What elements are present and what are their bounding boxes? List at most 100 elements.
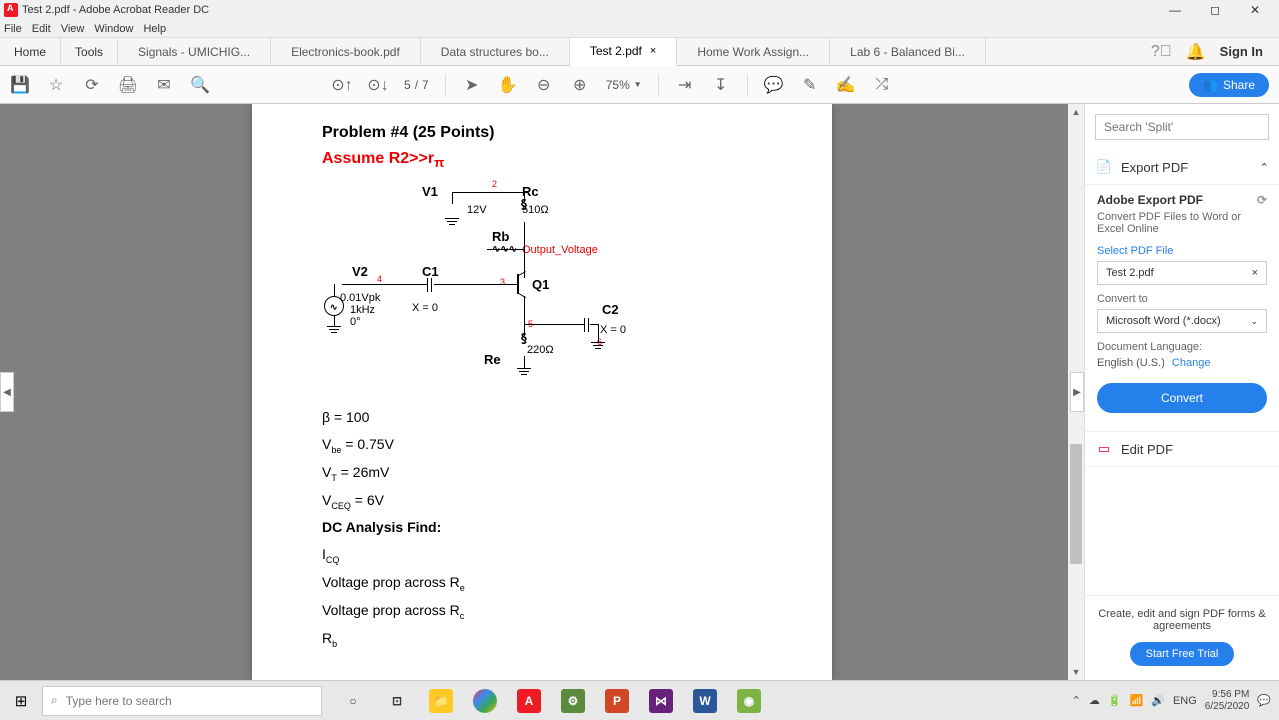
share-button[interactable]: 👥 Share [1189, 73, 1269, 97]
volume-icon[interactable]: 🔊 [1151, 694, 1165, 707]
prev-page-arrow[interactable]: ◀ [0, 372, 14, 412]
zoom-out-icon[interactable]: ⊖ [534, 75, 554, 95]
convert-target-select[interactable]: Microsoft Word (*.docx) ⌄ [1097, 309, 1267, 333]
doc-tab-3[interactable]: Test 2.pdf× [570, 38, 677, 66]
edit-pdf-icon: ▭ [1095, 440, 1113, 458]
toolbar: 💾 ☆ ⟳ 🖨 ✉ 🔍 ⊙↑ ⊙↓ 5 / 7 ➤ ✋ ⊖ ⊕ 75% ▼ ⇥ … [0, 66, 1279, 104]
menu-file[interactable]: File [4, 23, 22, 35]
print-icon[interactable]: 🖨 [118, 75, 138, 95]
edit-pdf-header[interactable]: ▭ Edit PDF [1085, 431, 1279, 467]
wifi-icon[interactable]: 📶 [1130, 694, 1144, 707]
minimize-button[interactable]: — [1155, 0, 1195, 20]
clear-file-icon[interactable]: × [1252, 267, 1258, 279]
fit-width-icon[interactable]: ⇥ [675, 75, 695, 95]
doc-tab-4[interactable]: Home Work Assign... [677, 38, 830, 65]
taskview-icon[interactable]: ⊡ [376, 681, 418, 720]
explorer-icon[interactable]: 📁 [420, 681, 462, 720]
onedrive-icon[interactable]: ☁ [1089, 694, 1100, 707]
chevron-up-icon: ⌃ [1260, 161, 1269, 174]
app-icon-2[interactable]: ◉ [728, 681, 770, 720]
selected-file-field[interactable]: Test 2.pdf × [1097, 261, 1267, 285]
highlight-icon[interactable]: ✎ [800, 75, 820, 95]
promo-section: Create, edit and sign PDF forms & agreem… [1085, 595, 1279, 680]
scroll-thumb[interactable] [1070, 444, 1082, 564]
word-icon[interactable]: W [684, 681, 726, 720]
battery-icon[interactable]: 🔋 [1108, 694, 1122, 707]
doc-tab-0[interactable]: Signals - UMICHIG... [118, 38, 271, 65]
vs-icon[interactable]: ⋈ [640, 681, 682, 720]
chrome-icon[interactable] [464, 681, 506, 720]
zoom-in-icon[interactable]: ⊕ [570, 75, 590, 95]
lang-indicator[interactable]: ENG [1173, 695, 1197, 707]
tools-search-input[interactable] [1095, 114, 1269, 140]
app-icon-1[interactable]: ⚙ [552, 681, 594, 720]
scroll-up-icon[interactable]: ▲ [1068, 104, 1084, 120]
lbl-c2-val: X = 0 [600, 324, 626, 336]
pdf-page: Problem #4 (25 Points) Assume R2>>rπ V1 … [252, 104, 832, 680]
change-lang-link[interactable]: Change [1172, 357, 1211, 369]
param-vre: Voltage prop across Re [322, 569, 762, 597]
comment-icon[interactable]: 💬 [764, 75, 784, 95]
acrobat-icon[interactable]: A [508, 681, 550, 720]
pointer-icon[interactable]: ➤ [462, 75, 482, 95]
mail-icon[interactable]: ✉ [154, 75, 174, 95]
powerpoint-icon[interactable]: P [596, 681, 638, 720]
menu-window[interactable]: Window [94, 23, 133, 35]
cortana-icon[interactable]: ○ [332, 681, 374, 720]
start-trial-button[interactable]: Start Free Trial [1130, 642, 1235, 666]
close-button[interactable]: ✕ [1235, 0, 1275, 20]
search-icon: ⌕ [51, 693, 58, 708]
param-vt: VT = 26mV [322, 459, 762, 487]
help-icon[interactable]: ?⃝ [1151, 43, 1172, 61]
lbl-v2: V2 [352, 264, 368, 279]
param-beta: β = 100 [322, 404, 762, 431]
menu-help[interactable]: Help [143, 23, 166, 35]
refresh-icon[interactable]: ⟳ [1257, 193, 1267, 207]
search-icon[interactable]: 🔍 [190, 75, 210, 95]
tray-chevron-icon[interactable]: ⌃ [1072, 694, 1081, 707]
save-icon[interactable]: 💾 [10, 75, 30, 95]
lbl-v1-val: 12V [467, 204, 487, 216]
notifications-icon[interactable]: 💬 [1257, 694, 1271, 707]
export-pdf-icon: 📄 [1095, 158, 1113, 176]
param-rb: Rb [322, 625, 762, 653]
bell-icon[interactable]: 🔔 [1186, 42, 1206, 62]
taskbar-search[interactable]: ⌕ Type here to search [42, 686, 322, 716]
doc-tab-2[interactable]: Data structures bo... [421, 38, 570, 65]
more-tools-icon[interactable]: ⤮ [872, 75, 892, 95]
maximize-button[interactable]: ◻ [1195, 0, 1235, 20]
doc-tab-1[interactable]: Electronics-book.pdf [271, 38, 421, 65]
lbl-c2: C2 [602, 302, 619, 317]
document-viewport[interactable]: ◀ ▶ Problem #4 (25 Points) Assume R2>>rπ… [0, 104, 1084, 680]
scroll-down-icon[interactable]: ▼ [1068, 664, 1084, 680]
total-pages: 7 [422, 78, 429, 92]
sign-icon[interactable]: ✍ [836, 75, 856, 95]
next-page-arrow[interactable]: ▶ [1070, 372, 1084, 412]
signin-button[interactable]: Sign In [1220, 44, 1263, 59]
close-tab-icon[interactable]: × [650, 45, 656, 57]
lbl-c1: C1 [422, 264, 439, 279]
menu-edit[interactable]: Edit [32, 23, 51, 35]
scroll-mode-icon[interactable]: ↧ [711, 75, 731, 95]
param-vceq: VCEQ = 6V [322, 487, 762, 515]
clock[interactable]: 9:56 PM 6/25/2020 [1205, 689, 1250, 713]
tab-home[interactable]: Home [0, 38, 61, 65]
start-button[interactable]: ⊞ [0, 681, 42, 720]
zoom-level[interactable]: 75% ▼ [606, 78, 642, 92]
page-up-icon[interactable]: ⊙↑ [332, 75, 352, 95]
export-pdf-header[interactable]: 📄 Export PDF ⌃ [1085, 150, 1279, 185]
adobe-export-heading: Adobe Export PDF [1097, 193, 1203, 207]
tabbar: Home Tools Signals - UMICHIG... Electron… [0, 38, 1279, 66]
star-icon[interactable]: ☆ [46, 75, 66, 95]
doc-lang-label: Document Language: [1097, 341, 1267, 353]
doc-tab-5[interactable]: Lab 6 - Balanced Bi... [830, 38, 986, 65]
tab-tools[interactable]: Tools [61, 38, 118, 65]
dc-find-heading: DC Analysis Find: [322, 514, 762, 541]
menu-view[interactable]: View [61, 23, 85, 35]
cloud-icon[interactable]: ⟳ [82, 75, 102, 95]
hand-icon[interactable]: ✋ [498, 75, 518, 95]
current-page[interactable]: 5 [404, 78, 411, 92]
lbl-re-val: 220Ω [527, 344, 554, 356]
page-down-icon[interactable]: ⊙↓ [368, 75, 388, 95]
convert-button[interactable]: Convert [1097, 383, 1267, 413]
